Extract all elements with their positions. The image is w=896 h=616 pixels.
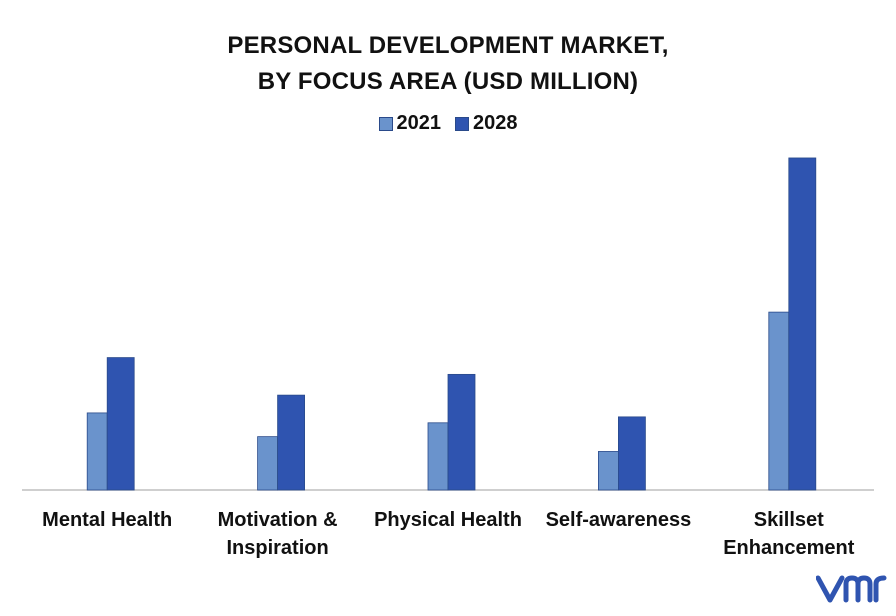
x-tick-label-1-1: Inspiration [226,537,328,559]
x-tick-label-4-1: Enhancement [723,537,854,559]
x-tick-label-2-0: Physical Health [374,509,522,531]
bar-2021-4 [768,311,790,491]
legend-item-2021: 2021 [378,112,442,135]
legend-item-2028: 2028 [455,112,518,135]
bar-2021-1 [257,436,279,491]
bar-2028-4 [788,157,817,491]
vmr-logo [816,575,887,603]
chart-title-line-1: PERSONAL DEVELOPMENT MARKET, [227,32,669,59]
bar-2021-3 [598,451,619,491]
bar-2028-0 [106,357,135,491]
legend: 2021 2028 [0,112,896,135]
x-tick-label-0-0: Mental Health [42,509,172,531]
legend-label-2028: 2028 [473,112,518,134]
bar-2021-2 [427,422,449,491]
legend-swatch-2021 [378,116,393,131]
chart-title-line-2: BY FOCUS AREA (USD MILLION) [257,68,639,95]
x-tick-label-4-0: Skillset [754,509,824,531]
legend-swatch-2028 [455,116,469,131]
bar-2028-2 [447,373,476,491]
x-tick-label-3-0: Self-awareness [546,509,692,531]
bar-2028-3 [618,416,646,491]
legend-label-2021: 2021 [396,112,442,134]
x-tick-label-1-0: Motivation & [218,509,338,531]
bar-2028-1 [277,394,306,491]
bar-2021-0 [86,412,108,491]
